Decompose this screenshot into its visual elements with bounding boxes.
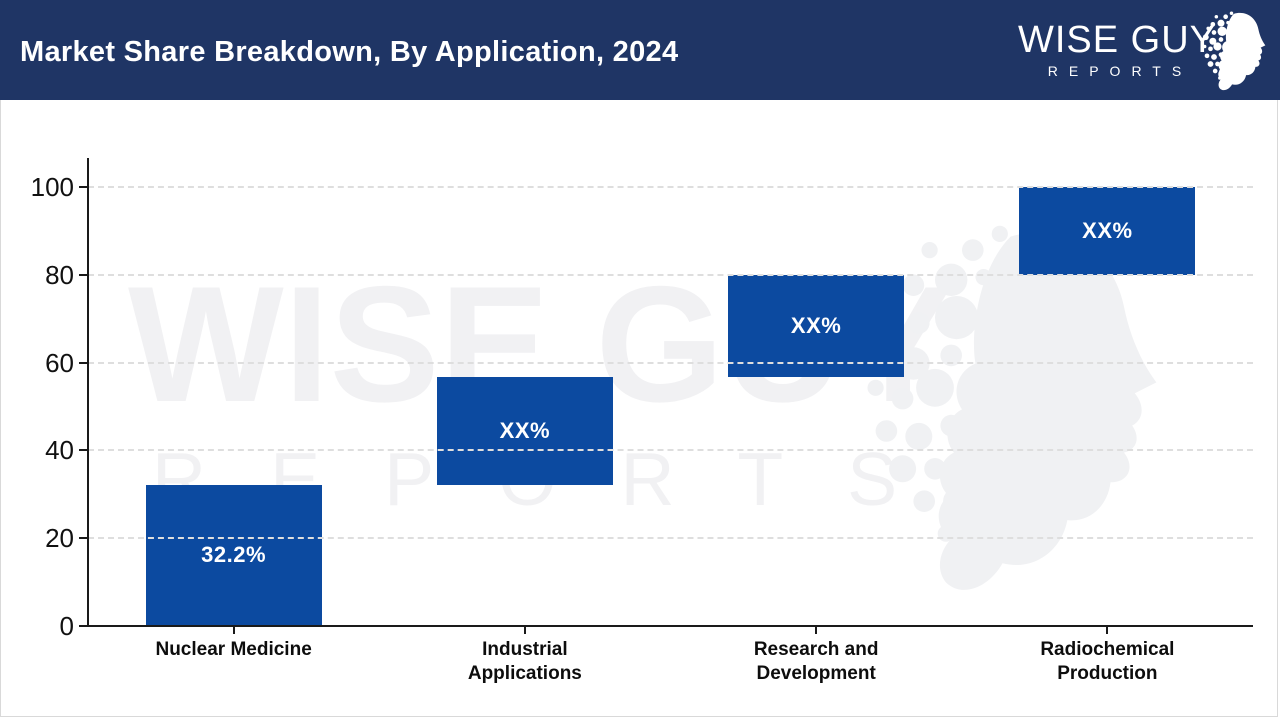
gridline-40 bbox=[88, 449, 1253, 452]
y-axis-tick-mark-100 bbox=[79, 186, 88, 188]
wise-guy-reports-logo: WISE GUY REPORTS bbox=[1018, 4, 1270, 96]
gridline-20 bbox=[88, 537, 1253, 540]
page-title: Market Share Breakdown, By Application, … bbox=[20, 36, 679, 68]
bar-nuclear-medicine: 32.2% bbox=[145, 484, 322, 626]
bar-value-label: 32.2% bbox=[201, 542, 267, 568]
y-axis-tick-mark-20 bbox=[79, 537, 88, 540]
y-axis-tick-label-20: 20 bbox=[45, 523, 74, 554]
x-axis-tick-mark-2 bbox=[815, 627, 818, 634]
logo-text: WISE GUY REPORTS bbox=[1017, 18, 1216, 80]
x-axis-line bbox=[80, 625, 1253, 627]
y-axis-tick-mark-0 bbox=[79, 625, 88, 627]
gridline-100 bbox=[88, 186, 1253, 188]
y-axis-tick-label-80: 80 bbox=[45, 259, 74, 290]
x-axis-tick-mark-0 bbox=[232, 627, 235, 634]
logo-reports-label: REPORTS bbox=[1047, 63, 1193, 80]
bar-value-label: XX% bbox=[1082, 217, 1133, 243]
bar-radiochemical-production: XX% bbox=[1019, 187, 1196, 275]
logo-dotted-head-icon bbox=[1202, 11, 1266, 91]
x-axis-tick-mark-1 bbox=[523, 627, 526, 634]
y-axis-tick-mark-40 bbox=[79, 449, 88, 452]
bar-value-label: XX% bbox=[499, 417, 551, 443]
bar-industrial-applications: XX% bbox=[436, 376, 613, 485]
y-axis-tick-label-40: 40 bbox=[45, 435, 74, 466]
y-axis-tick-mark-60 bbox=[79, 361, 88, 364]
header-bar: Market Share Breakdown, By Application, … bbox=[0, 0, 1280, 100]
y-axis-tick-label-0: 0 bbox=[59, 611, 74, 641]
gridline-60 bbox=[88, 361, 1253, 364]
bar-research-and-development: XX% bbox=[728, 274, 905, 377]
x-axis-label-industrial-applications: Industrial Applications bbox=[467, 639, 582, 684]
y-axis-tick-label-60: 60 bbox=[45, 347, 74, 378]
gridline-80 bbox=[88, 273, 1253, 276]
x-axis-label-research-and-development: Research and Development bbox=[753, 639, 879, 684]
bar-value-label: XX% bbox=[790, 312, 842, 338]
y-axis-tick-mark-80 bbox=[79, 273, 88, 276]
y-axis-line bbox=[87, 158, 89, 627]
logo-wiseguy-label: WISE GUY bbox=[1017, 18, 1216, 61]
x-axis-label-nuclear-medicine: Nuclear Medicine bbox=[155, 639, 312, 660]
y-axis-tick-label-100: 100 bbox=[30, 172, 74, 202]
x-axis-label-radiochemical-production: Radiochemical Production bbox=[1040, 639, 1175, 684]
x-axis-tick-mark-3 bbox=[1106, 627, 1109, 634]
